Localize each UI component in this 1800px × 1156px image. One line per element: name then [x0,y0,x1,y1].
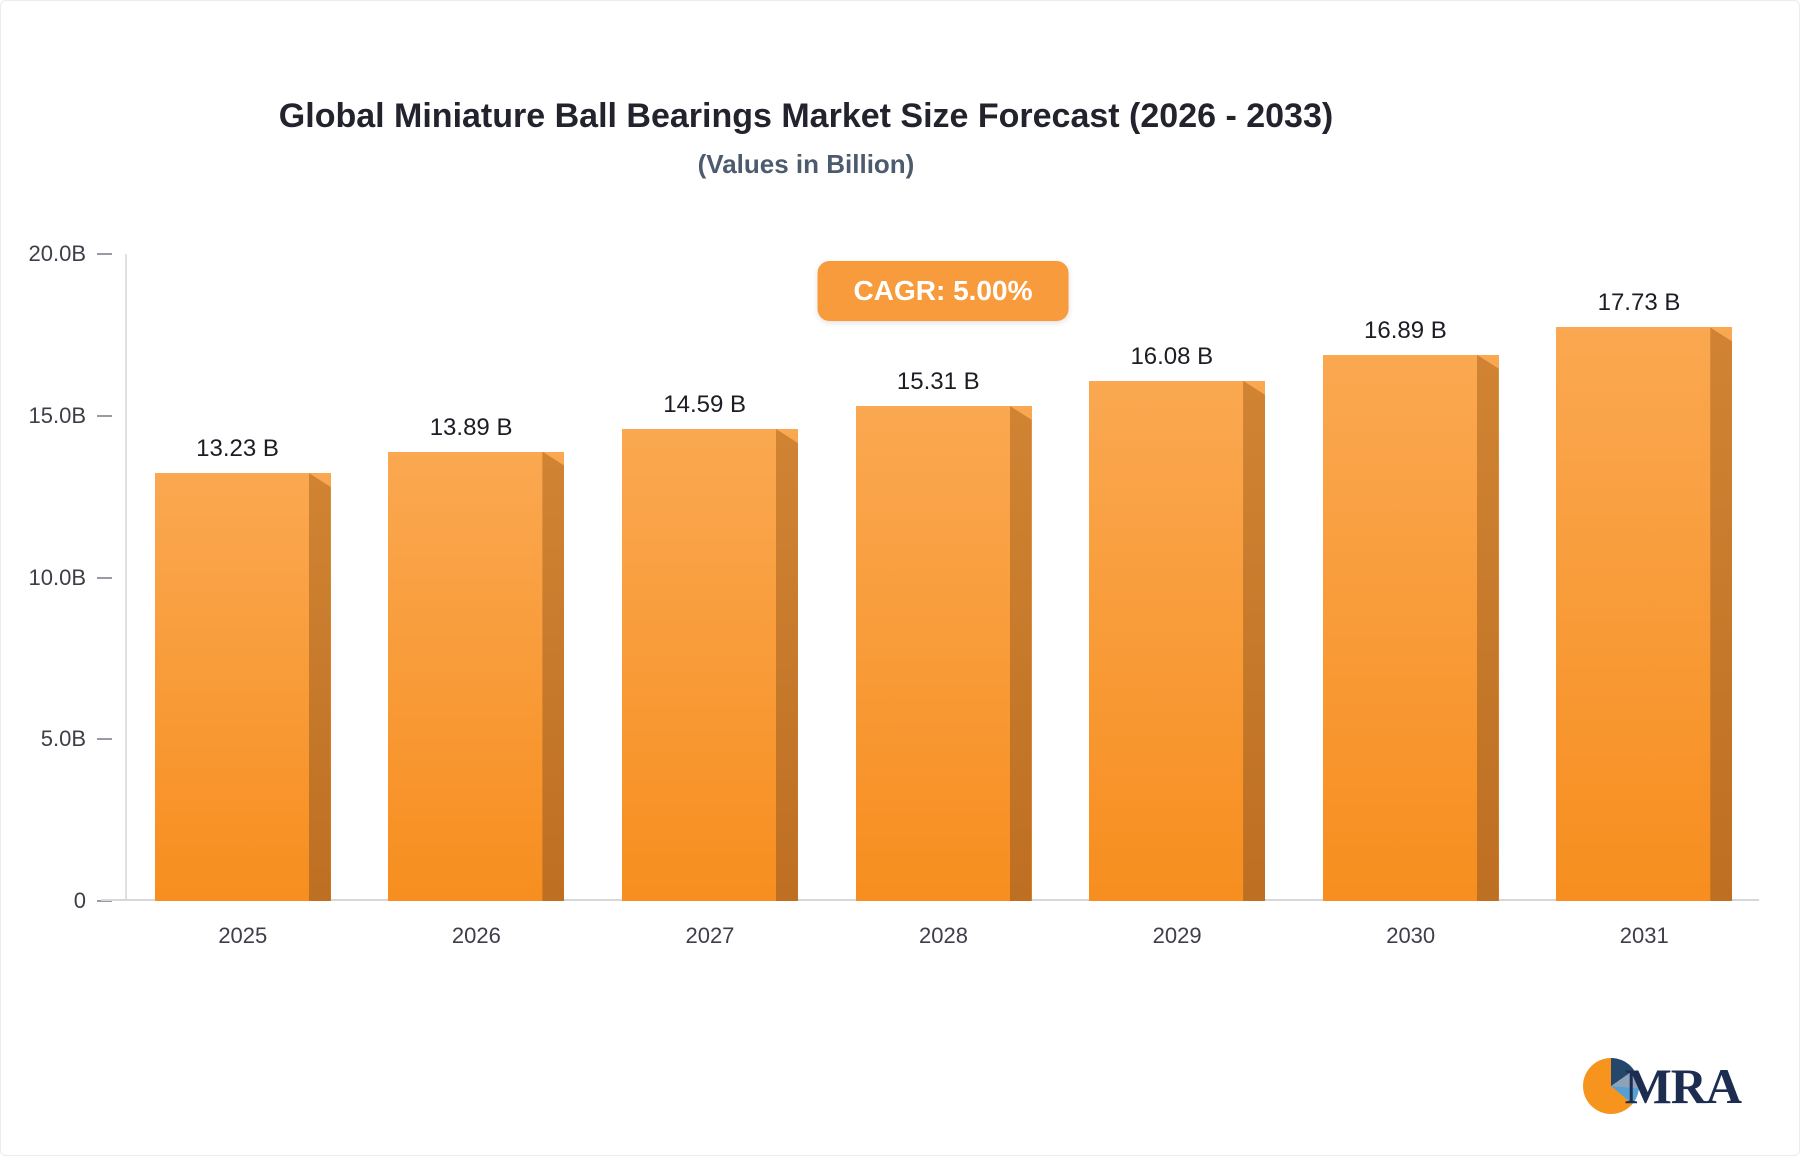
x-tick-label: 2029 [1152,923,1202,948]
bar-slot: 17.73 B [1527,254,1761,901]
y-tick-mark [97,576,112,579]
x-axis: 2025 2026 2027 2028 2029 2030 2031 [126,923,1761,949]
y-tick-mark [97,253,112,255]
bar-value-label: 15.31 B [896,367,980,395]
x-tick-label: 2027 [685,923,735,948]
y-tick-label: 20.0B [28,241,87,266]
y-axis-line [125,254,127,901]
bar-slot: 15.31 B [827,254,1061,901]
x-tick-label: 2026 [451,923,501,948]
bar-2026: 13.89 B [388,414,565,901]
x-tick-label: 2028 [919,923,968,948]
bar-2031: 17.73 B [1556,289,1733,901]
bar-slot: 16.89 B [1294,254,1528,901]
bar-slot: 13.23 B [126,254,360,901]
cagr-badge: CAGR: 5.00% [817,261,1069,321]
bar-value-label: 16.89 B [1364,316,1447,344]
y-axis: 20.0B 15.0B 10.0B 5.0B 0 [1,241,126,913]
bar-value-label: 16.08 B [1130,342,1214,370]
mra-logo-text: MRA [1624,1058,1742,1114]
bar-2030: 16.89 B [1322,317,1499,901]
bar-slot: 14.59 B [593,254,827,901]
bar-2029: 16.08 B [1089,343,1266,901]
bar-value-label: 13.89 B [429,413,513,441]
bar-2025: 13.23 B [154,435,331,901]
bar-value-label: 17.73 B [1597,289,1681,317]
y-tick-label: 10.0B [28,564,87,590]
y-tick-mark [97,414,112,417]
mra-logo-pie-icon [1582,1058,1639,1114]
page-title: Global Miniature Ball Bearings Market Si… [278,97,1334,135]
bar-slot: 16.08 B [1060,254,1294,901]
x-tick-label: 2031 [1619,923,1669,948]
page-subtitle: (Values in Billion) [697,149,915,179]
mra-logo: MRA [1582,1057,1742,1115]
y-tick-label: 5.0B [40,726,86,752]
bar-slot: 13.89 B [360,254,594,901]
y-tick-mark [97,738,112,741]
bars: 13.23 B 13.89 B 14.59 B 15.31 B 16.08 B 16.89… [126,254,1761,901]
bar-value-label: 14.59 B [663,391,747,419]
bar-value-label: 13.23 B [196,435,279,463]
x-tick-label: 2030 [1386,923,1436,948]
y-tick-mark [97,900,112,902]
y-tick-label: 0 [73,888,86,913]
bar-2027: 14.59 B [621,391,798,901]
x-tick-label: 2025 [218,923,268,948]
bar-2028: 15.31 B [855,368,1032,901]
y-tick-label: 15.0B [28,402,87,428]
